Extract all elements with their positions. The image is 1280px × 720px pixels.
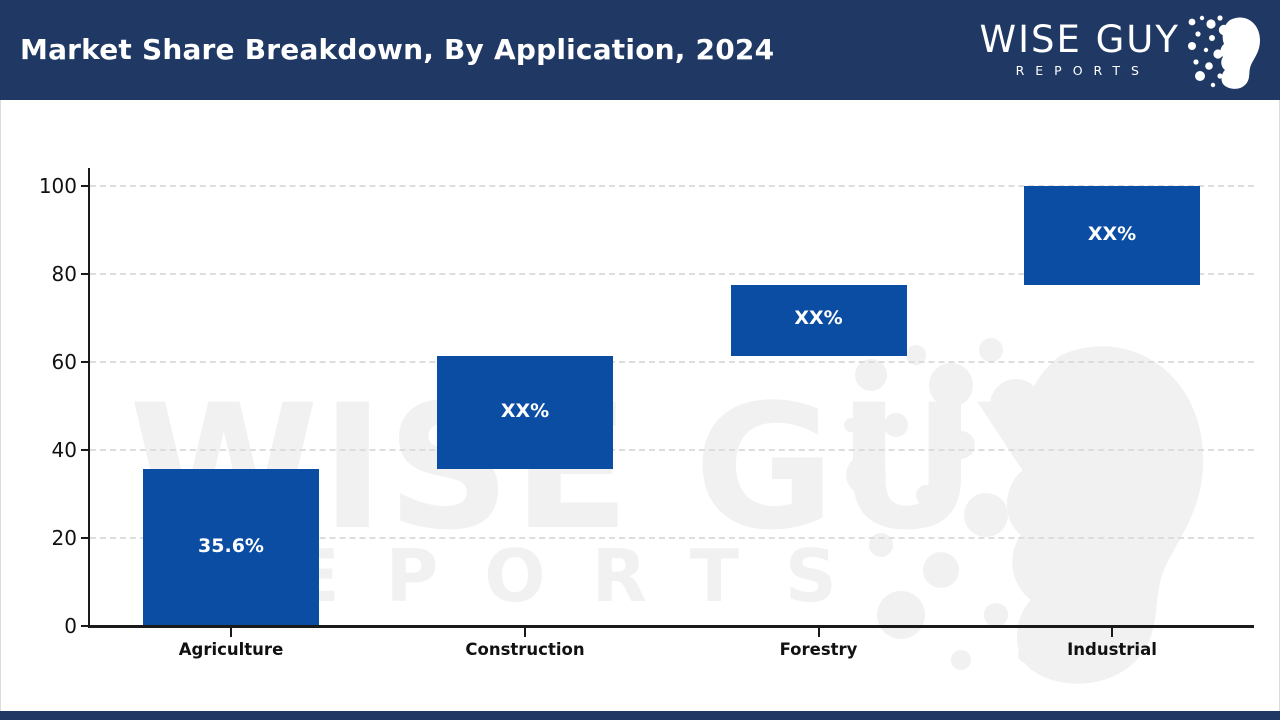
x-tick-forestry (817, 628, 820, 637)
x-label-agriculture: Agriculture (178, 640, 284, 659)
y-tick-0 (81, 625, 90, 627)
bar-construction (437, 355, 613, 470)
bar-label-agriculture: 35.6% (198, 534, 264, 557)
y-tick-label-60: 60 (51, 350, 77, 374)
header-bar: Market Share Breakdown, By Application, … (0, 0, 1280, 100)
y-tick-100 (81, 185, 90, 187)
bar-label-forestry: XX% (794, 307, 843, 330)
y-axis (88, 168, 90, 628)
y-tick-80 (81, 273, 90, 275)
logo-wordmark: WISE GUY (979, 18, 1180, 61)
bar-forestry (730, 285, 907, 356)
y-tick-label-0: 0 (64, 614, 77, 638)
y-tick-60 (81, 361, 90, 363)
y-tick-label-80: 80 (51, 262, 77, 286)
x-label-industrial: Industrial (1067, 640, 1157, 659)
footer-bar (0, 711, 1280, 720)
logo-text: WISE GUY REPORTS (980, 20, 1180, 80)
y-tick-20 (81, 537, 90, 539)
gridline-40 (90, 449, 1254, 451)
gridline-60 (90, 361, 1254, 363)
chart-canvas: WISE GUY REPORTS 0 20 40 60 80 100 Agriculture… (0, 100, 1280, 711)
bar-agriculture (143, 469, 319, 626)
page-title: Market Share Breakdown, By Application, … (20, 33, 775, 66)
x-tick-agriculture (230, 628, 232, 637)
x-label-construction: Construction (465, 640, 585, 659)
bar-industrial (1024, 186, 1200, 285)
gridline-100 (90, 185, 1254, 187)
bar-label-industrial: XX% (1087, 222, 1137, 245)
watermark-head-icon (844, 338, 1204, 684)
x-tick-construction (524, 628, 526, 637)
gridline-20 (90, 537, 1254, 539)
gridline-80 (90, 273, 1254, 275)
bar-label-construction: XX% (500, 399, 550, 422)
y-tick-label-40: 40 (51, 438, 77, 462)
x-label-forestry: Forestry (779, 640, 858, 659)
y-tick-40 (81, 449, 90, 451)
y-tick-label-100: 100 (38, 174, 77, 198)
y-tick-label-20: 20 (51, 526, 77, 550)
wiseguy-logo: WISE GUY REPORTS (980, 8, 1262, 92)
logo-face-icon (1188, 15, 1260, 89)
x-axis (88, 625, 1254, 628)
x-tick-industrial (1111, 628, 1113, 637)
logo-sub-wordmark: REPORTS (1015, 63, 1150, 78)
